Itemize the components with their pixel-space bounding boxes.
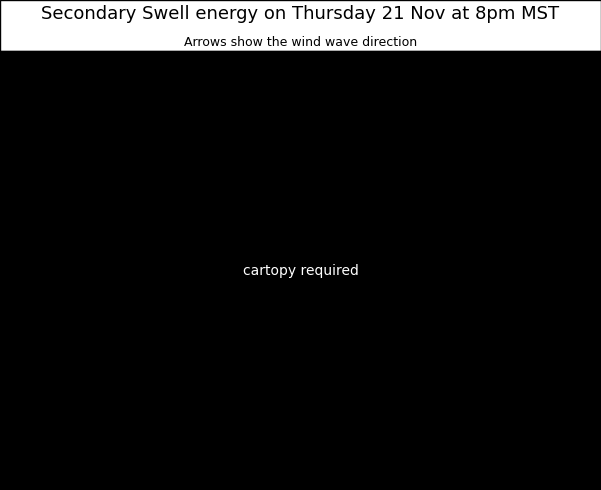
Text: cartopy required: cartopy required <box>243 264 358 278</box>
Text: Secondary Swell energy on Thursday 21 Nov at 8pm MST: Secondary Swell energy on Thursday 21 No… <box>41 5 560 24</box>
Text: Arrows show the wind wave direction: Arrows show the wind wave direction <box>184 36 417 49</box>
